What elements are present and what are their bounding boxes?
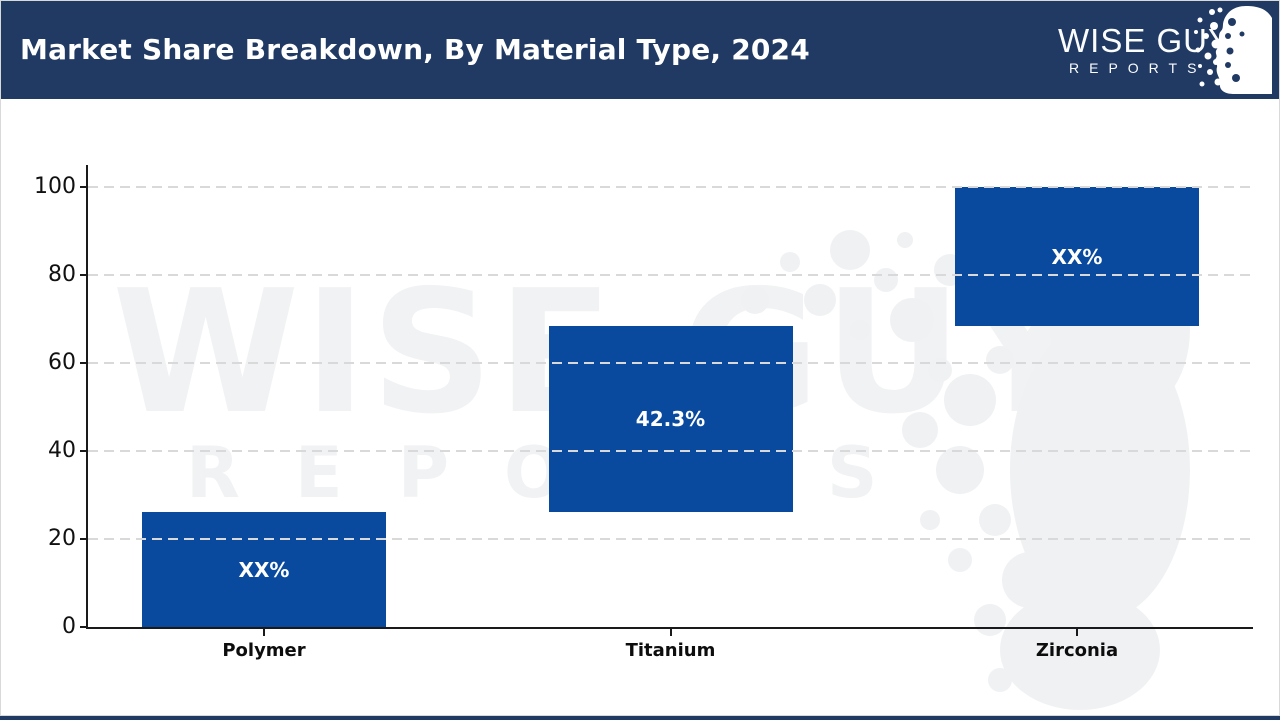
y-tick-mark	[80, 362, 88, 364]
chart-title: Market Share Breakdown, By Material Type…	[20, 33, 810, 66]
bottom-accent-bar	[0, 716, 1280, 720]
bar-value-label: XX%	[1051, 244, 1103, 269]
bottom-rule	[0, 715, 1280, 716]
x-category-label: Polymer	[222, 640, 306, 661]
brand-face-icon	[1194, 6, 1272, 94]
x-category-label: Titanium	[625, 640, 716, 661]
bar-value-label: 42.3%	[635, 407, 706, 432]
y-tick-mark	[80, 538, 88, 540]
x-tick-mark	[669, 628, 672, 636]
gridline	[88, 450, 1253, 452]
y-tick-label: 60	[48, 350, 76, 375]
gridline	[88, 362, 1253, 364]
watermark-dotted-face	[741, 230, 1190, 710]
bar-segment	[955, 187, 1199, 327]
gridline	[88, 538, 1253, 540]
gridline	[88, 274, 1253, 276]
y-tick-label: 0	[62, 614, 76, 639]
x-tick-mark	[263, 628, 265, 636]
y-tick-label: 20	[48, 526, 76, 551]
header-bar: Market Share Breakdown, By Material Type…	[0, 0, 1280, 99]
y-tick-label: 40	[48, 438, 76, 463]
y-tick-label: 100	[34, 174, 76, 199]
brand-logo-name: WISE GUY	[1058, 22, 1232, 59]
bar-segment	[142, 512, 386, 627]
y-tick-mark	[80, 626, 88, 628]
x-axis-line	[86, 627, 1253, 629]
x-category-label: Zirconia	[1035, 640, 1119, 661]
y-axis-line	[86, 165, 88, 629]
brand-logo: WISE GUY REPORTS	[1022, 0, 1272, 99]
bar-segment	[548, 326, 793, 513]
y-tick-mark	[80, 450, 88, 452]
x-tick-mark	[1076, 628, 1078, 636]
gridline	[88, 186, 1253, 188]
bar-value-label: XX%	[238, 557, 290, 582]
y-tick-mark	[80, 186, 88, 188]
y-tick-mark	[80, 274, 88, 276]
brand-logo-subname: REPORTS	[1069, 60, 1207, 76]
y-tick-label: 80	[48, 262, 76, 287]
